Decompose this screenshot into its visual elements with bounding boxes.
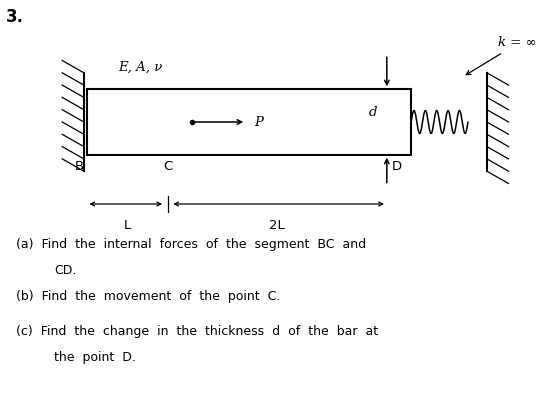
Bar — [87, 90, 411, 155]
Text: B: B — [75, 160, 84, 173]
Text: P: P — [254, 116, 263, 129]
Text: C: C — [163, 160, 173, 173]
Text: the  point  D.: the point D. — [54, 350, 136, 363]
Text: L: L — [123, 219, 131, 232]
Text: (b)  Find  the  movement  of  the  point  C.: (b) Find the movement of the point C. — [16, 290, 281, 302]
Text: d: d — [369, 106, 378, 119]
Text: (a)  Find  the  internal  forces  of  the  segment  BC  and: (a) Find the internal forces of the segm… — [16, 237, 366, 250]
Text: k = ∞: k = ∞ — [498, 36, 536, 49]
Text: CD.: CD. — [54, 263, 76, 276]
Text: D: D — [392, 160, 403, 173]
Text: E, A, ν: E, A, ν — [118, 61, 163, 74]
Text: (c)  Find  the  change  in  the  thickness  d  of  the  bar  at: (c) Find the change in the thickness d o… — [16, 324, 378, 337]
Text: 2L: 2L — [269, 219, 285, 232]
Text: 3.: 3. — [5, 8, 23, 26]
